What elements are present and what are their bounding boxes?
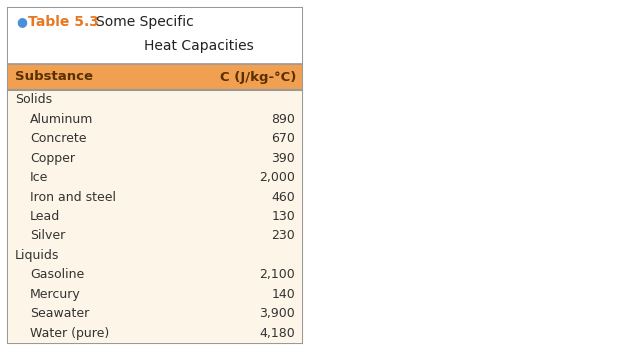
Text: 140: 140: [271, 288, 295, 301]
Text: 670: 670: [271, 132, 295, 145]
Text: C (J/kg-°C): C (J/kg-°C): [220, 71, 296, 84]
Text: 3,900: 3,900: [259, 307, 295, 320]
Text: Aluminum: Aluminum: [30, 113, 94, 126]
Text: Seawater: Seawater: [30, 307, 89, 320]
Text: Mercury: Mercury: [30, 288, 80, 301]
Text: Gasoline: Gasoline: [30, 269, 84, 282]
Text: 390: 390: [271, 152, 295, 165]
Text: Copper: Copper: [30, 152, 75, 165]
Text: Iron and steel: Iron and steel: [30, 191, 116, 204]
Text: 130: 130: [271, 210, 295, 223]
Text: ●: ●: [16, 15, 27, 28]
Text: Substance: Substance: [15, 71, 93, 84]
Text: Solids: Solids: [15, 93, 52, 106]
Text: 460: 460: [271, 191, 295, 204]
Text: 2,100: 2,100: [259, 269, 295, 282]
Text: Lead: Lead: [30, 210, 61, 223]
Text: 2,000: 2,000: [259, 171, 295, 184]
Text: Water (pure): Water (pure): [30, 327, 109, 340]
Text: Table 5.3: Table 5.3: [28, 15, 99, 29]
Text: Heat Capacities: Heat Capacities: [144, 39, 254, 53]
Text: Silver: Silver: [30, 230, 66, 243]
Text: Some Specific: Some Specific: [96, 15, 193, 29]
Text: 230: 230: [271, 230, 295, 243]
Text: Concrete: Concrete: [30, 132, 87, 145]
Text: Ice: Ice: [30, 171, 49, 184]
Text: 4,180: 4,180: [259, 327, 295, 340]
Text: Liquids: Liquids: [15, 249, 59, 262]
Text: 890: 890: [271, 113, 295, 126]
